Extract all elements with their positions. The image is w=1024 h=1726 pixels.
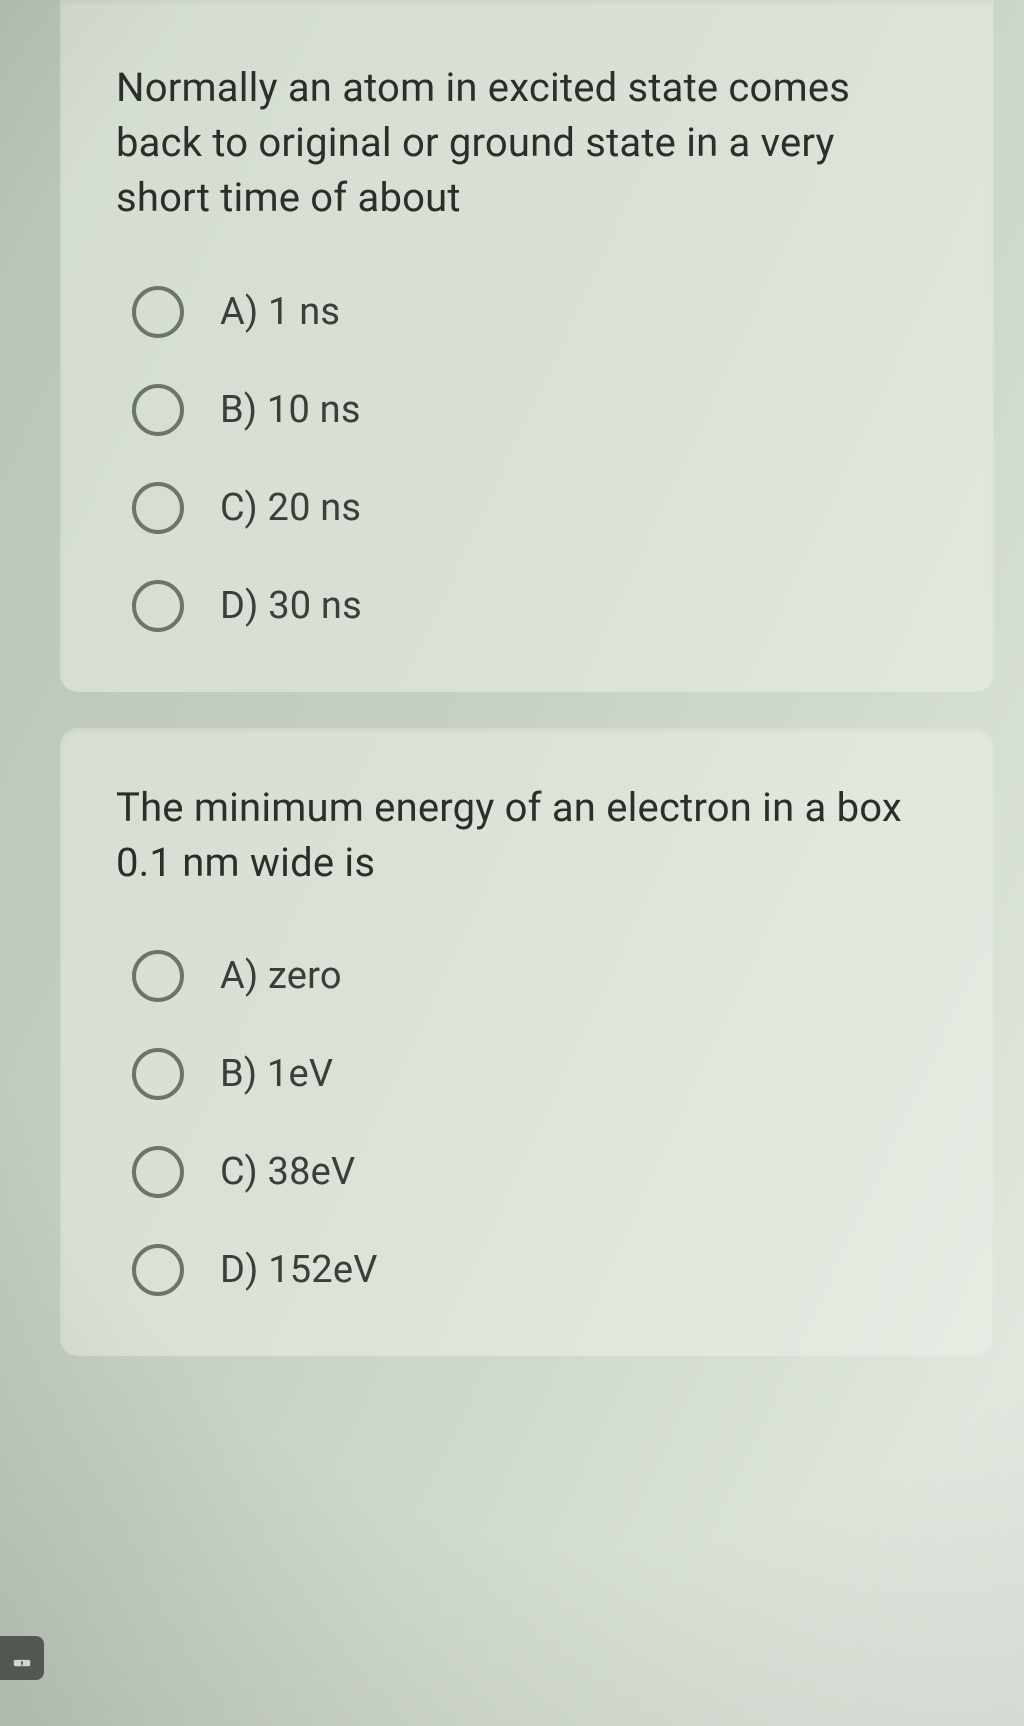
radio-icon[interactable] xyxy=(132,384,184,436)
option-list: A) 1 ns B) 10 ns C) 20 ns D) 30 ns xyxy=(116,286,938,632)
option-b[interactable]: B) 1eV xyxy=(132,1048,938,1100)
question-text: The minimum energy of an electron in a b… xyxy=(116,780,938,890)
option-label: B) 1eV xyxy=(220,1052,333,1096)
radio-icon[interactable] xyxy=(132,286,184,338)
option-label: A) zero xyxy=(220,954,342,998)
option-a[interactable]: A) 1 ns xyxy=(132,286,938,338)
radio-icon[interactable] xyxy=(132,1048,184,1100)
exclamation-icon xyxy=(11,1647,33,1669)
option-label: D) 152eV xyxy=(220,1248,378,1292)
question-text: Normally an atom in excited state comes … xyxy=(116,60,938,226)
option-b[interactable]: B) 10 ns xyxy=(132,384,938,436)
option-label: C) 38eV xyxy=(220,1150,355,1194)
question-card: The minimum energy of an electron in a b… xyxy=(60,728,994,1356)
option-list: A) zero B) 1eV C) 38eV D) 152eV xyxy=(116,950,938,1296)
option-label: A) 1 ns xyxy=(220,290,340,334)
radio-icon[interactable] xyxy=(132,1244,184,1296)
option-a[interactable]: A) zero xyxy=(132,950,938,1002)
option-label: B) 10 ns xyxy=(220,388,361,432)
option-c[interactable]: C) 38eV xyxy=(132,1146,938,1198)
radio-icon[interactable] xyxy=(132,580,184,632)
quiz-screen: Normally an atom in excited state comes … xyxy=(0,0,1024,1726)
report-badge[interactable] xyxy=(0,1636,44,1680)
option-c[interactable]: C) 20 ns xyxy=(132,482,938,534)
question-card: Normally an atom in excited state comes … xyxy=(60,0,994,692)
radio-icon[interactable] xyxy=(132,1146,184,1198)
option-label: C) 20 ns xyxy=(220,486,361,530)
option-d[interactable]: D) 30 ns xyxy=(132,580,938,632)
option-label: D) 30 ns xyxy=(220,584,362,628)
radio-icon[interactable] xyxy=(132,950,184,1002)
radio-icon[interactable] xyxy=(132,482,184,534)
option-d[interactable]: D) 152eV xyxy=(132,1244,938,1296)
